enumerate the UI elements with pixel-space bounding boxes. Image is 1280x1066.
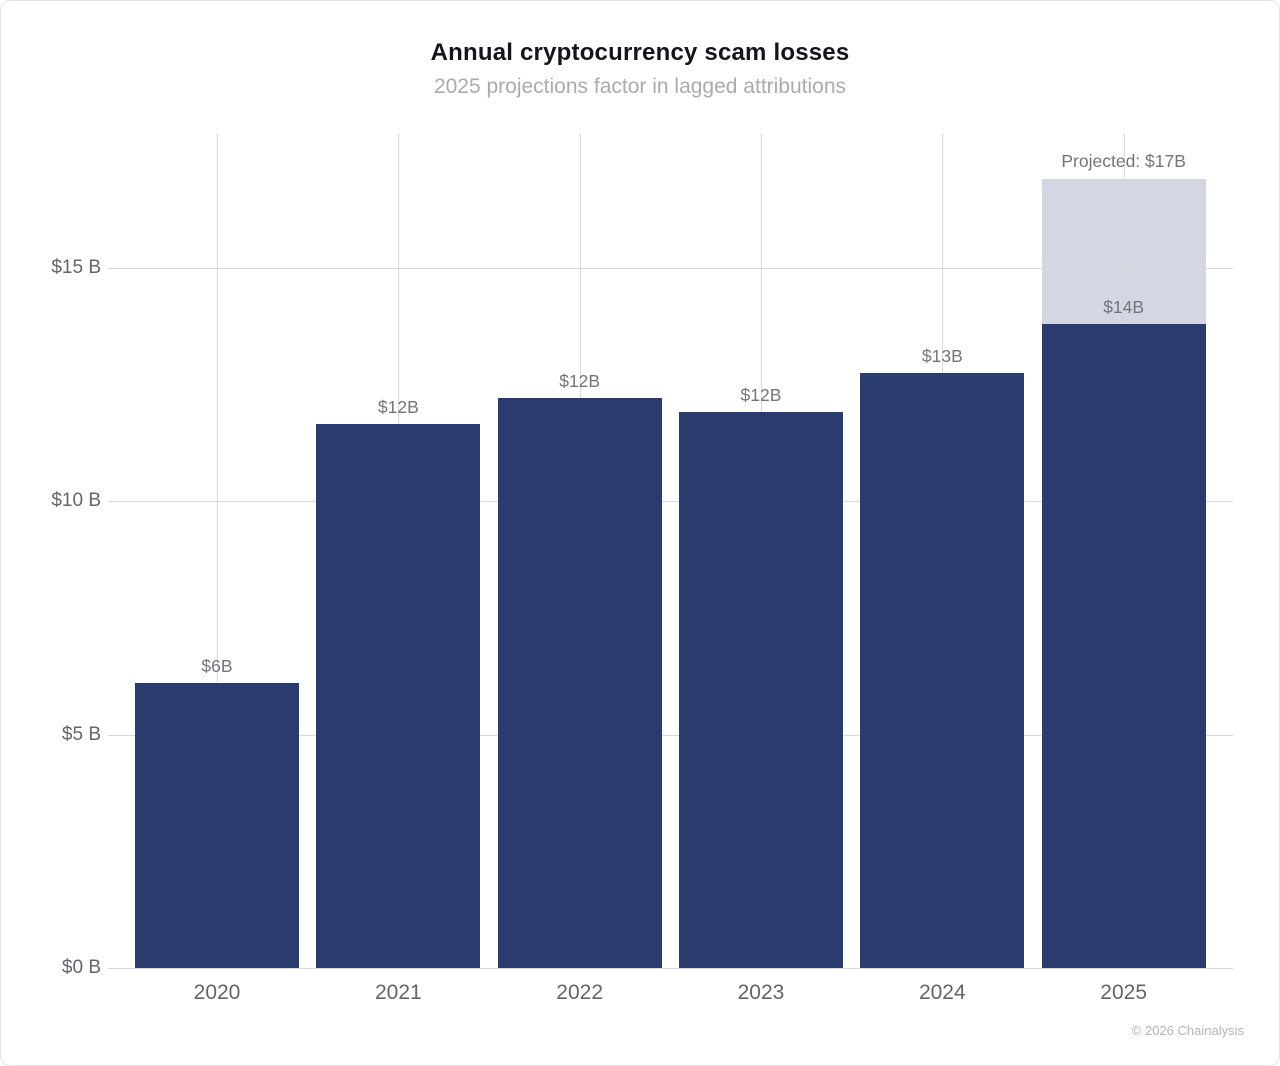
bar-value-label-2022: $12B — [559, 371, 601, 392]
projected-total-label: Projected: $17B — [1061, 150, 1186, 171]
bar-value-label-2021: $12B — [377, 396, 419, 417]
x-axis-label-2020: 2020 — [193, 981, 241, 1004]
bar-value-label-2020: $6B — [201, 656, 233, 677]
y-axis-tick-label: $5 B — [61, 723, 101, 745]
chart-subtitle: 2025 projections factor in lagged attrib… — [433, 75, 847, 98]
gridline-10b — [108, 501, 1233, 502]
gridline-2020 — [217, 134, 218, 968]
bar-2024 — [860, 372, 1025, 968]
gridline-15b — [108, 267, 1233, 269]
bar-2025 — [1041, 323, 1206, 968]
bar-2021 — [316, 423, 481, 968]
gridline-5b — [108, 734, 1233, 736]
x-axis-label-2023: 2023 — [737, 981, 785, 1004]
y-axis-tick-label: $15 B — [51, 256, 101, 278]
bar-2022 — [497, 398, 662, 968]
source-credit: © 2026 Chainalysis — [1131, 1023, 1244, 1038]
y-axis-tick-label: $10 B — [51, 490, 101, 511]
x-axis-label-2024: 2024 — [918, 981, 966, 1004]
x-axis-label-2025: 2025 — [1100, 981, 1147, 1004]
bar-2023 — [678, 412, 843, 968]
gridline-0b — [108, 968, 1233, 969]
bar-2020 — [135, 683, 299, 968]
bar-value-label-2024: $13B — [921, 345, 963, 366]
x-axis-label-2022: 2022 — [556, 981, 604, 1004]
bar-value-label-2023: $12B — [740, 385, 782, 406]
bar-value-label-2025: $14B — [1103, 296, 1145, 317]
y-axis-tick-label: $0 B — [61, 957, 101, 978]
chart-title: Annual cryptocurrency scam losses — [430, 39, 850, 66]
x-axis-label-2021: 2021 — [374, 981, 422, 1004]
